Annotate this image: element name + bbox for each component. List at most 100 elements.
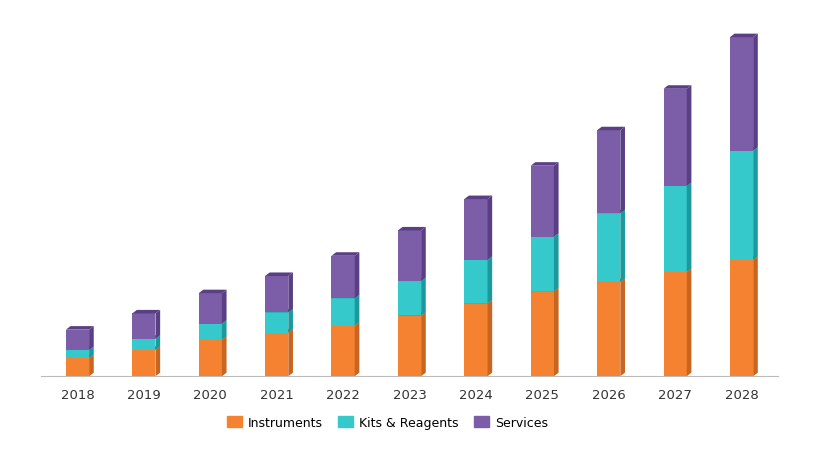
Bar bbox=[199, 294, 222, 324]
Polygon shape bbox=[332, 295, 360, 299]
Polygon shape bbox=[620, 279, 625, 376]
Bar bbox=[332, 256, 355, 299]
Bar bbox=[265, 313, 288, 333]
Polygon shape bbox=[597, 128, 625, 131]
Polygon shape bbox=[487, 196, 492, 260]
Polygon shape bbox=[156, 347, 161, 376]
Bar bbox=[730, 151, 753, 260]
Polygon shape bbox=[663, 86, 691, 90]
Polygon shape bbox=[222, 320, 227, 340]
Polygon shape bbox=[554, 288, 559, 376]
Polygon shape bbox=[554, 163, 559, 237]
Bar bbox=[398, 281, 421, 316]
Polygon shape bbox=[464, 300, 492, 304]
Polygon shape bbox=[487, 257, 492, 304]
Polygon shape bbox=[753, 257, 758, 376]
Polygon shape bbox=[199, 320, 227, 324]
Polygon shape bbox=[66, 355, 93, 358]
Polygon shape bbox=[222, 336, 227, 376]
Polygon shape bbox=[421, 278, 426, 316]
Polygon shape bbox=[620, 210, 625, 282]
Polygon shape bbox=[663, 183, 691, 186]
Polygon shape bbox=[199, 336, 227, 340]
Polygon shape bbox=[398, 278, 426, 281]
Polygon shape bbox=[730, 257, 758, 260]
Polygon shape bbox=[66, 326, 93, 330]
Bar bbox=[132, 314, 156, 339]
Polygon shape bbox=[464, 257, 492, 260]
Bar bbox=[265, 333, 288, 376]
Polygon shape bbox=[222, 290, 227, 324]
Polygon shape bbox=[355, 295, 360, 326]
Polygon shape bbox=[132, 347, 161, 350]
Bar bbox=[332, 299, 355, 326]
Bar bbox=[597, 282, 620, 376]
Polygon shape bbox=[487, 300, 492, 376]
Bar bbox=[464, 304, 487, 376]
Polygon shape bbox=[531, 234, 559, 237]
Polygon shape bbox=[730, 148, 758, 151]
Polygon shape bbox=[156, 310, 161, 339]
Polygon shape bbox=[355, 322, 360, 376]
Polygon shape bbox=[597, 279, 625, 282]
Polygon shape bbox=[554, 234, 559, 291]
Bar bbox=[199, 324, 222, 340]
Polygon shape bbox=[531, 288, 559, 291]
Polygon shape bbox=[663, 269, 691, 272]
Bar bbox=[398, 231, 421, 281]
Bar bbox=[332, 326, 355, 376]
Polygon shape bbox=[464, 196, 492, 200]
Polygon shape bbox=[66, 347, 93, 350]
Bar bbox=[66, 358, 89, 376]
Polygon shape bbox=[753, 148, 758, 260]
Polygon shape bbox=[199, 290, 227, 294]
Polygon shape bbox=[132, 336, 161, 339]
Bar bbox=[663, 272, 687, 376]
Bar bbox=[464, 260, 487, 304]
Polygon shape bbox=[332, 322, 360, 326]
Polygon shape bbox=[132, 310, 161, 314]
Bar bbox=[66, 330, 89, 350]
Bar bbox=[597, 131, 620, 214]
Bar bbox=[398, 316, 421, 376]
Bar bbox=[199, 340, 222, 376]
Polygon shape bbox=[355, 252, 360, 299]
Bar bbox=[265, 276, 288, 313]
Bar bbox=[66, 350, 89, 358]
Polygon shape bbox=[730, 34, 758, 38]
Polygon shape bbox=[89, 355, 93, 376]
Bar bbox=[730, 260, 753, 376]
Polygon shape bbox=[265, 330, 293, 333]
Polygon shape bbox=[265, 273, 293, 276]
Polygon shape bbox=[265, 309, 293, 313]
Polygon shape bbox=[531, 163, 559, 166]
Polygon shape bbox=[421, 312, 426, 376]
Polygon shape bbox=[421, 228, 426, 281]
Bar bbox=[531, 237, 554, 291]
Bar bbox=[663, 186, 687, 272]
Bar bbox=[730, 38, 753, 151]
Legend: Instruments, Kits & Reagents, Services: Instruments, Kits & Reagents, Services bbox=[222, 411, 553, 434]
Bar bbox=[663, 90, 687, 186]
Bar bbox=[132, 339, 156, 350]
Bar bbox=[464, 200, 487, 260]
Polygon shape bbox=[398, 312, 426, 316]
Bar bbox=[531, 166, 554, 237]
Polygon shape bbox=[753, 34, 758, 151]
Polygon shape bbox=[288, 330, 293, 376]
Polygon shape bbox=[620, 128, 625, 214]
Polygon shape bbox=[687, 269, 691, 376]
Polygon shape bbox=[687, 183, 691, 272]
Polygon shape bbox=[89, 347, 93, 358]
Polygon shape bbox=[89, 326, 93, 350]
Polygon shape bbox=[332, 252, 360, 256]
Polygon shape bbox=[687, 86, 691, 186]
Polygon shape bbox=[288, 273, 293, 313]
Polygon shape bbox=[597, 210, 625, 214]
Bar bbox=[597, 214, 620, 282]
Polygon shape bbox=[398, 228, 426, 231]
Bar bbox=[531, 291, 554, 376]
Bar bbox=[132, 350, 156, 376]
Polygon shape bbox=[288, 309, 293, 333]
Polygon shape bbox=[156, 336, 161, 350]
